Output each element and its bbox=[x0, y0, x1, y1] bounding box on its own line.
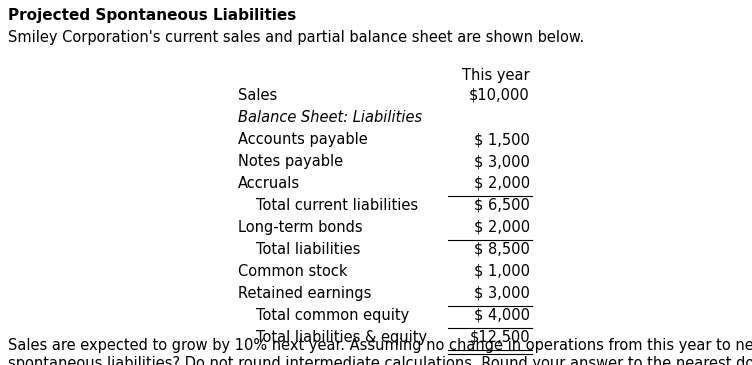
Text: $ 3,000: $ 3,000 bbox=[474, 154, 530, 169]
Text: Retained earnings: Retained earnings bbox=[238, 286, 371, 301]
Text: Total current liabilities: Total current liabilities bbox=[256, 198, 418, 213]
Text: $ 6,500: $ 6,500 bbox=[474, 198, 530, 213]
Text: This year: This year bbox=[462, 68, 530, 83]
Text: Balance Sheet: Liabilities: Balance Sheet: Liabilities bbox=[238, 110, 422, 125]
Text: Projected Spontaneous Liabilities: Projected Spontaneous Liabilities bbox=[8, 8, 296, 23]
Text: $10,000: $10,000 bbox=[469, 88, 530, 103]
Text: Sales: Sales bbox=[238, 88, 277, 103]
Text: Accounts payable: Accounts payable bbox=[238, 132, 368, 147]
Text: $ 4,000: $ 4,000 bbox=[474, 308, 530, 323]
Text: Notes payable: Notes payable bbox=[238, 154, 343, 169]
Text: Accruals: Accruals bbox=[238, 176, 300, 191]
Text: $ 2,000: $ 2,000 bbox=[474, 220, 530, 235]
Text: $12,500: $12,500 bbox=[469, 330, 530, 345]
Text: Total common equity: Total common equity bbox=[256, 308, 409, 323]
Text: Sales are expected to grow by 10% next year. Assuming no change in operations fr: Sales are expected to grow by 10% next y… bbox=[8, 338, 752, 353]
Text: Common stock: Common stock bbox=[238, 264, 347, 279]
Text: $ 2,000: $ 2,000 bbox=[474, 176, 530, 191]
Text: $ 3,000: $ 3,000 bbox=[474, 286, 530, 301]
Text: Smiley Corporation's current sales and partial balance sheet are shown below.: Smiley Corporation's current sales and p… bbox=[8, 30, 584, 45]
Text: Long-term bonds: Long-term bonds bbox=[238, 220, 362, 235]
Text: Total liabilities & equity: Total liabilities & equity bbox=[256, 330, 427, 345]
Text: spontaneous liabilities? Do not round intermediate calculations. Round your answ: spontaneous liabilities? Do not round in… bbox=[8, 356, 752, 365]
Text: $ 8,500: $ 8,500 bbox=[474, 242, 530, 257]
Text: Total liabilities: Total liabilities bbox=[256, 242, 360, 257]
Text: $ 1,000: $ 1,000 bbox=[474, 264, 530, 279]
Text: $ 1,500: $ 1,500 bbox=[474, 132, 530, 147]
